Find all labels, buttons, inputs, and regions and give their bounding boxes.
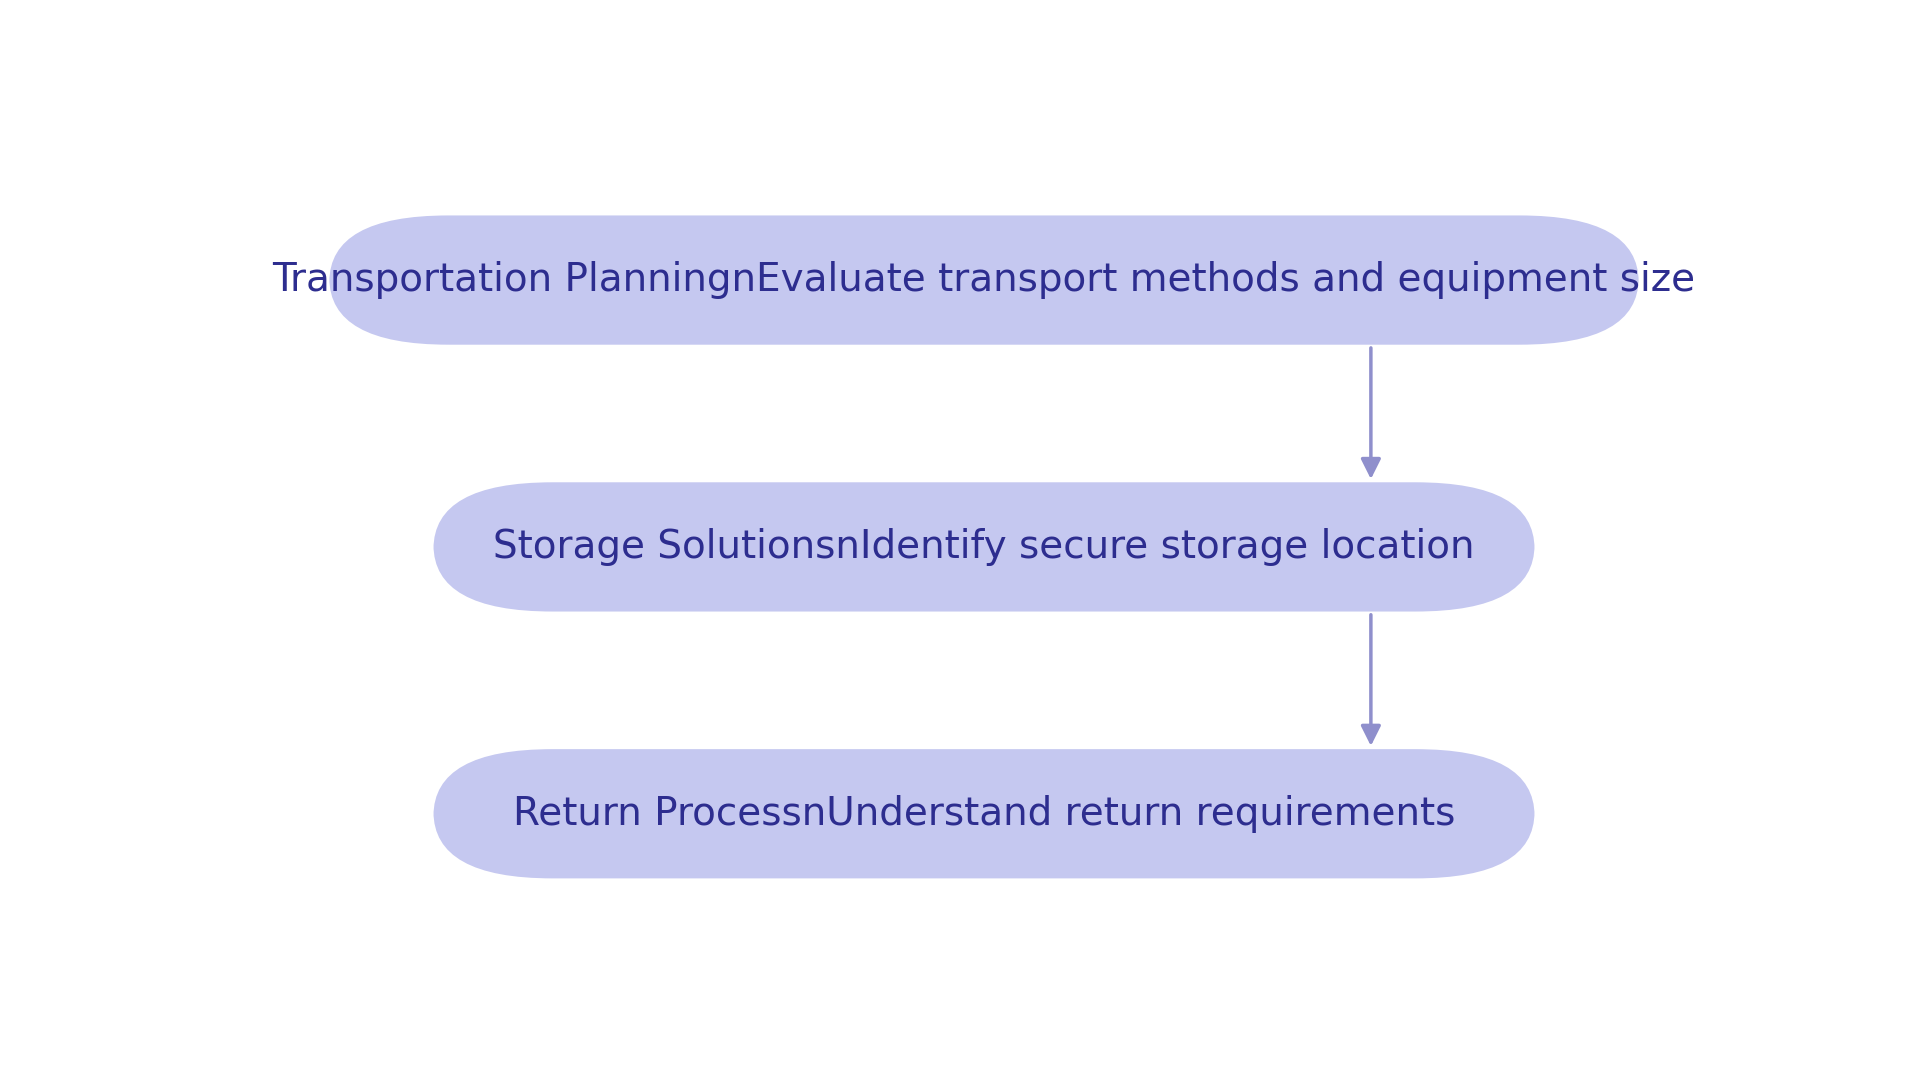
Text: Transportation PlanningnEvaluate transport methods and equipment size: Transportation PlanningnEvaluate transpo… bbox=[273, 261, 1695, 299]
FancyBboxPatch shape bbox=[330, 216, 1640, 344]
FancyBboxPatch shape bbox=[434, 482, 1534, 612]
FancyBboxPatch shape bbox=[434, 749, 1534, 878]
Text: Return ProcessnUnderstand return requirements: Return ProcessnUnderstand return require… bbox=[513, 795, 1455, 833]
Text: Storage SolutionsnIdentify secure storage location: Storage SolutionsnIdentify secure storag… bbox=[493, 527, 1475, 566]
